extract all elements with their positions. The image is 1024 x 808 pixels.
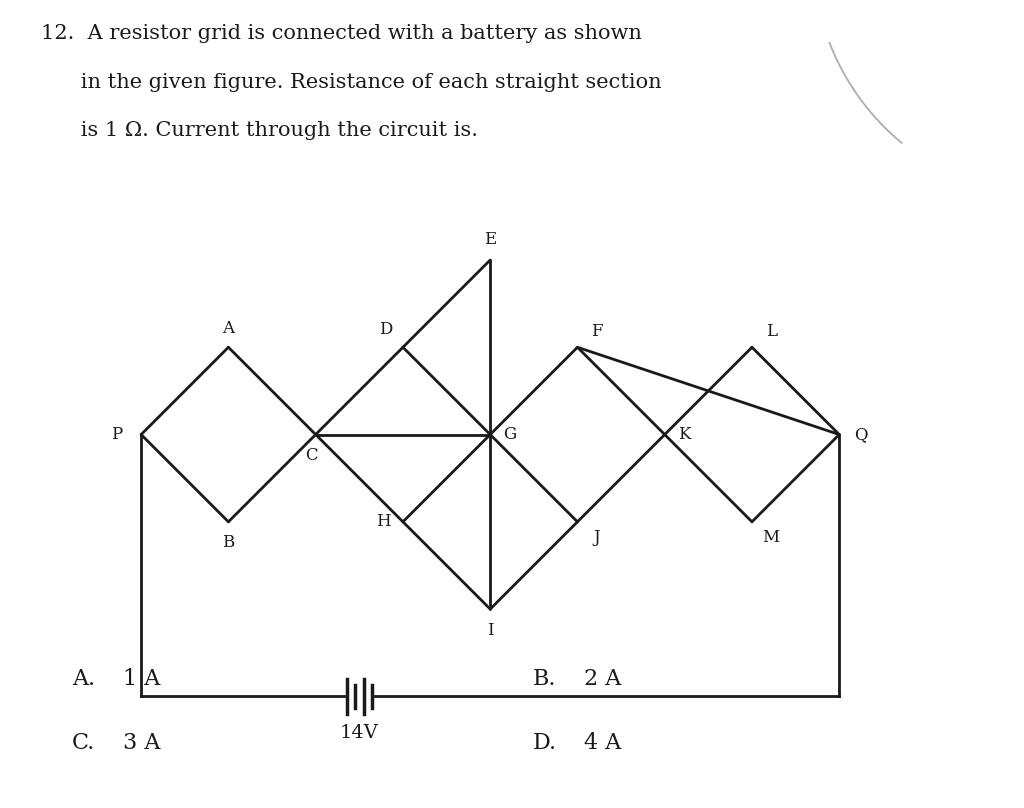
Text: M: M [763,529,779,546]
Text: C: C [305,447,317,464]
Text: A: A [222,320,234,337]
Text: D: D [379,322,392,339]
Text: P: P [111,426,122,443]
Text: 14V: 14V [340,724,379,743]
Text: 1 A: 1 A [123,667,160,690]
Text: B.: B. [532,667,556,690]
Text: L: L [766,323,776,340]
Text: E: E [484,230,497,247]
Text: F: F [591,323,602,340]
Text: 12.  A resistor grid is connected with a battery as shown: 12. A resistor grid is connected with a … [41,24,642,44]
Text: A.: A. [72,667,95,690]
Text: in the given figure. Resistance of each straight section: in the given figure. Resistance of each … [41,73,662,92]
Text: D.: D. [532,732,557,755]
Text: J: J [593,529,600,546]
Text: G: G [503,426,516,443]
Text: I: I [486,621,494,638]
Text: B: B [222,534,234,551]
Text: 3 A: 3 A [123,732,160,755]
Text: Q: Q [854,426,867,443]
Text: K: K [678,426,690,443]
Text: C.: C. [72,732,95,755]
Text: H: H [377,513,391,530]
Text: is 1 Ω. Current through the circuit is.: is 1 Ω. Current through the circuit is. [41,121,478,141]
Text: 4 A: 4 A [584,732,621,755]
Text: 2 A: 2 A [584,667,621,690]
